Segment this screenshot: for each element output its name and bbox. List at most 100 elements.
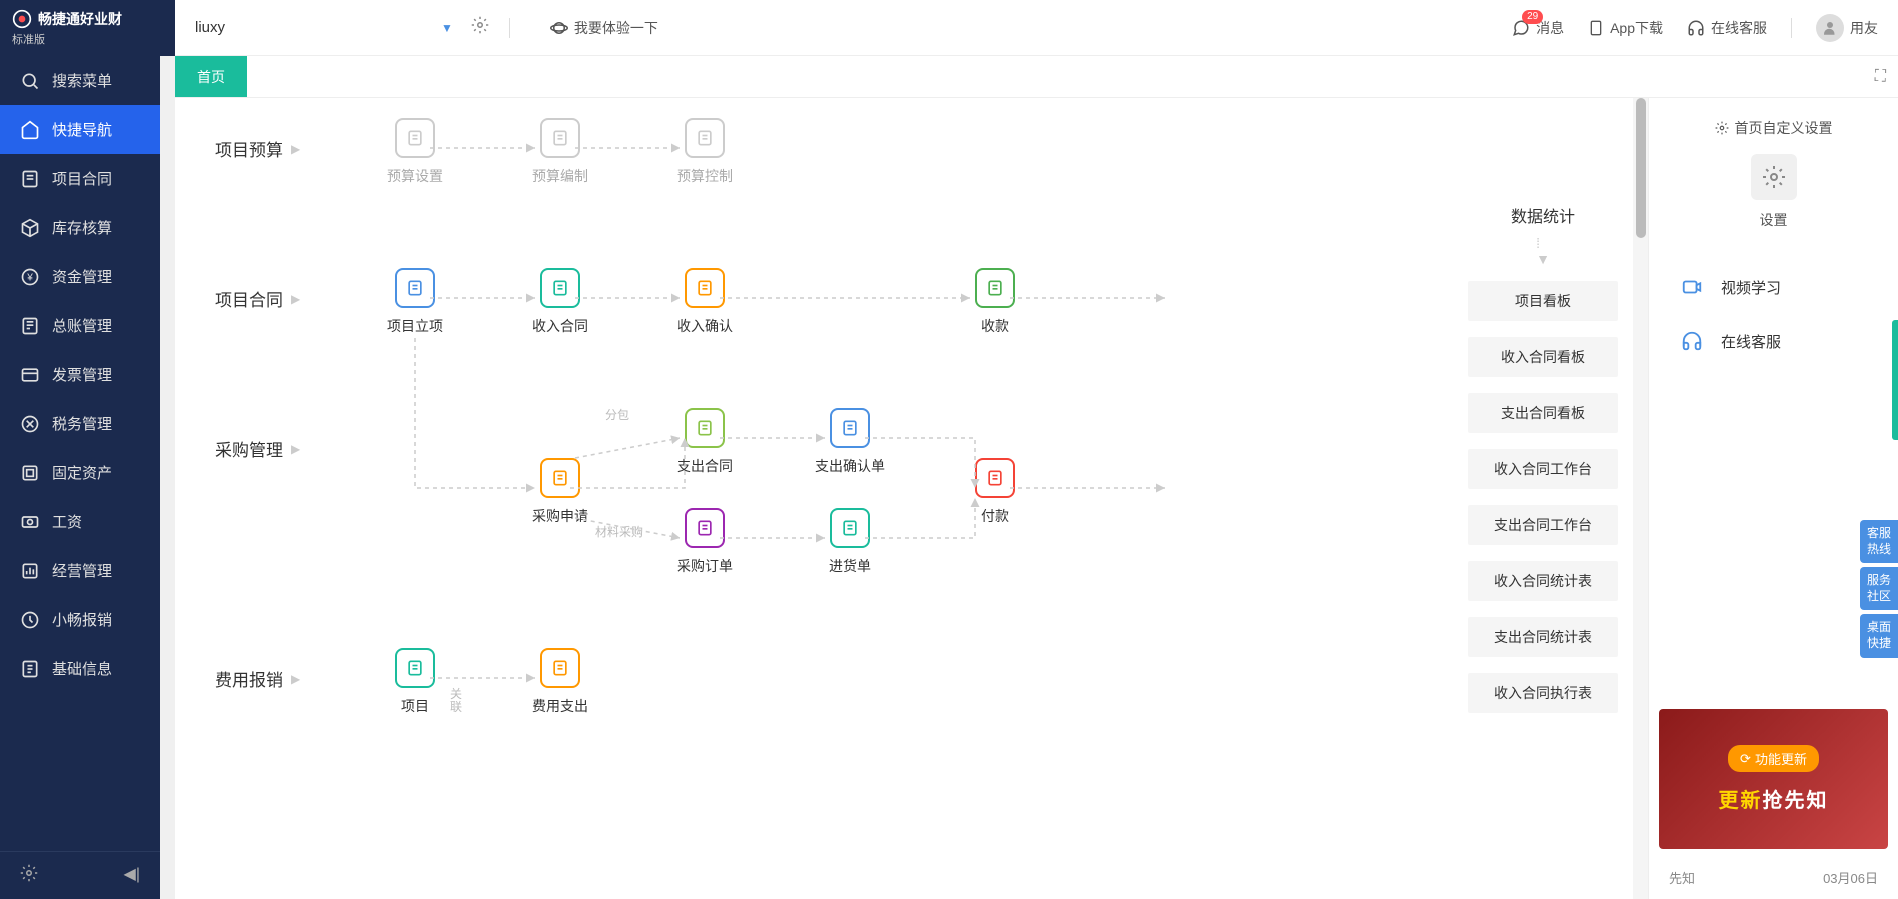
row-nodes: 预算设置预算编制预算控制	[315, 118, 1608, 198]
sidebar-item-5[interactable]: 总账管理	[0, 301, 160, 350]
sidebar-item-4[interactable]: ¥资金管理	[0, 252, 160, 301]
node-label: 费用支出	[532, 696, 588, 716]
user-menu[interactable]: 用友	[1816, 14, 1878, 42]
float-buttons: 客服热线服务社区桌面快捷	[1860, 520, 1898, 658]
rp-link-label: 在线客服	[1721, 331, 1781, 352]
stats-button-4[interactable]: 支出合同工作台	[1468, 505, 1618, 545]
main-scrollbar[interactable]	[1633, 98, 1648, 899]
settings-gear-icon[interactable]	[471, 16, 489, 39]
rp-link-0[interactable]: 视频学习	[1649, 260, 1898, 314]
flow-node-付款[interactable]: 付款	[955, 458, 1035, 526]
float-btn-2[interactable]: 桌面快捷	[1860, 614, 1898, 657]
sidebar-item-9[interactable]: 工资	[0, 497, 160, 546]
sidebar-item-3[interactable]: 库存核算	[0, 203, 160, 252]
sidebar-item-2[interactable]: 项目合同	[0, 154, 160, 203]
ledger-icon	[20, 316, 40, 336]
row-label: 项目合同▶	[215, 268, 315, 311]
biz-icon	[20, 561, 40, 581]
sidebar-item-0[interactable]: 搜索菜单	[0, 56, 160, 105]
flow-row-3: 费用报销▶项目费用支出关联	[215, 648, 1608, 758]
sidebar-label: 搜索菜单	[52, 70, 112, 91]
flow-node-支出合同[interactable]: 支出合同	[665, 408, 745, 476]
flow-node-采购申请[interactable]: 采购申请	[520, 458, 600, 526]
settings-box: 设置	[1649, 154, 1898, 230]
scroll-thumb[interactable]	[1636, 98, 1646, 238]
flow-node-预算设置: 预算设置	[375, 118, 455, 186]
reimburse-icon	[20, 610, 40, 630]
headset-icon	[1679, 328, 1705, 354]
rp-link-label: 视频学习	[1721, 277, 1781, 298]
service-label: 在线客服	[1711, 18, 1767, 38]
sidebar-label: 项目合同	[52, 168, 112, 189]
home-icon	[20, 120, 40, 140]
tab-expand-icon[interactable]: ⛶	[1863, 56, 1898, 97]
node-label: 付款	[981, 506, 1009, 526]
flow-node-支出确认单[interactable]: 支出确认单	[810, 408, 890, 476]
user-label: liuxy	[195, 19, 225, 36]
sidebar-scrollbar[interactable]	[160, 56, 175, 899]
sidebar-item-7[interactable]: 税务管理	[0, 399, 160, 448]
sidebar-item-12[interactable]: 基础信息	[0, 644, 160, 693]
flow-node-收款[interactable]: 收款	[955, 268, 1035, 336]
sidebar-label: 发票管理	[52, 364, 112, 385]
float-btn-1[interactable]: 服务社区	[1860, 567, 1898, 610]
experience-link[interactable]: 我要体验一下	[550, 18, 658, 38]
sidebar-label: 库存核算	[52, 217, 112, 238]
planet-icon	[550, 19, 568, 37]
search-icon	[20, 71, 40, 91]
stats-button-0[interactable]: 项目看板	[1468, 281, 1618, 321]
service-button[interactable]: 在线客服	[1687, 18, 1767, 38]
float-btn-0[interactable]: 客服热线	[1860, 520, 1898, 563]
separator	[509, 18, 510, 38]
row-label: 费用报销▶	[215, 648, 315, 691]
sidebar-item-8[interactable]: 固定资产	[0, 448, 160, 497]
flow-node-收入合同[interactable]: 收入合同	[520, 268, 600, 336]
arrow-right-icon: ▶	[291, 442, 300, 456]
stats-button-5[interactable]: 收入合同统计表	[1468, 561, 1618, 601]
node-icon	[395, 648, 435, 688]
sidebar-item-11[interactable]: 小畅报销	[0, 595, 160, 644]
experience-label: 我要体验一下	[574, 18, 658, 38]
node-label: 进货单	[829, 556, 871, 576]
topbar: 畅捷通好业财 标准版 liuxy ▼ 我要体验一下 29 消息 App下载 在线…	[0, 0, 1898, 56]
flow-node-项目立项[interactable]: 项目立项	[375, 268, 455, 336]
sidebar-item-6[interactable]: 发票管理	[0, 350, 160, 399]
flow-row-1: 项目合同▶ 项目立项收入合同收入确认 收款	[215, 268, 1608, 378]
stats-column: 数据统计 ⁞▼ 项目看板收入合同看板支出合同看板收入合同工作台支出合同工作台收入…	[1458, 203, 1628, 729]
flow-node-项目[interactable]: 项目	[375, 648, 455, 716]
user-selector[interactable]: liuxy ▼	[195, 19, 453, 36]
promo-text: 更新抢先知	[1719, 784, 1829, 813]
message-badge: 29	[1522, 10, 1543, 24]
node-icon	[540, 118, 580, 158]
sidebar-settings-icon[interactable]	[20, 864, 38, 887]
box-icon	[20, 218, 40, 238]
stats-button-3[interactable]: 收入合同工作台	[1468, 449, 1618, 489]
sidebar-label: 工资	[52, 511, 82, 532]
flow-node-费用支出[interactable]: 费用支出	[520, 648, 600, 716]
flow-node-收入确认[interactable]: 收入确认	[665, 268, 745, 336]
node-label: 收入确认	[677, 316, 733, 336]
promo-badge: ⟳功能更新	[1728, 745, 1819, 772]
tab-home[interactable]: 首页	[175, 56, 247, 97]
logo-area: 畅捷通好业财 标准版	[0, 0, 175, 56]
invoice-icon	[20, 365, 40, 385]
logo-icon	[12, 9, 32, 29]
stats-button-1[interactable]: 收入合同看板	[1468, 337, 1618, 377]
sidebar-collapse-icon[interactable]: ◀|	[124, 864, 140, 887]
rp-link-1[interactable]: 在线客服	[1649, 314, 1898, 368]
download-button[interactable]: App下载	[1588, 18, 1663, 38]
promo-banner[interactable]: ⟳功能更新 更新抢先知	[1659, 709, 1888, 849]
right-panel: 首页自定义设置 设置 视频学习在线客服 ⟳功能更新 更新抢先知 先知 03月06…	[1648, 98, 1898, 899]
tax-icon	[20, 414, 40, 434]
sidebar-item-10[interactable]: 经营管理	[0, 546, 160, 595]
stats-button-2[interactable]: 支出合同看板	[1468, 393, 1618, 433]
stats-button-7[interactable]: 收入合同执行表	[1468, 673, 1618, 713]
settings-icon-button[interactable]	[1751, 154, 1797, 200]
flow-node-采购订单[interactable]: 采购订单	[665, 508, 745, 576]
node-icon	[395, 118, 435, 158]
messages-button[interactable]: 29 消息	[1512, 18, 1564, 38]
flow-node-进货单[interactable]: 进货单	[810, 508, 890, 576]
sidebar-footer: ◀|	[0, 851, 160, 899]
stats-button-6[interactable]: 支出合同统计表	[1468, 617, 1618, 657]
sidebar-item-1[interactable]: 快捷导航	[0, 105, 160, 154]
